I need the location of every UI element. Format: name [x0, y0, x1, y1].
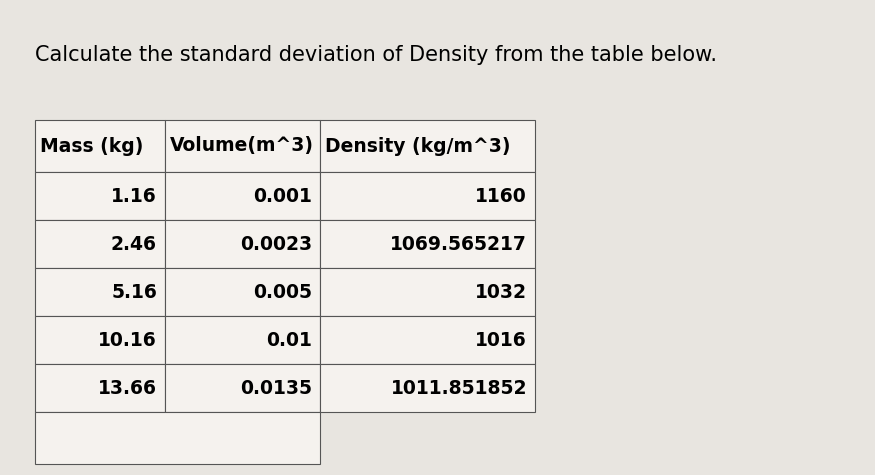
- Bar: [165, 120, 320, 172]
- Text: 1.16: 1.16: [111, 187, 157, 206]
- Text: 10.16: 10.16: [98, 331, 157, 350]
- Text: 1069.565217: 1069.565217: [390, 235, 527, 254]
- Bar: [320, 268, 535, 316]
- Bar: [35, 220, 165, 268]
- Text: 1032: 1032: [475, 283, 527, 302]
- Text: 0.0135: 0.0135: [240, 379, 312, 398]
- Bar: [35, 268, 165, 316]
- Bar: [35, 172, 165, 220]
- Text: 13.66: 13.66: [98, 379, 157, 398]
- Bar: [165, 316, 320, 364]
- Text: 5.16: 5.16: [111, 283, 157, 302]
- Text: Volume(m^3): Volume(m^3): [170, 136, 314, 155]
- Bar: [320, 220, 535, 268]
- Text: 2.46: 2.46: [111, 235, 157, 254]
- Bar: [35, 412, 320, 464]
- Bar: [165, 268, 320, 316]
- Bar: [165, 172, 320, 220]
- Bar: [35, 316, 165, 364]
- Text: 1160: 1160: [475, 187, 527, 206]
- Text: 1011.851852: 1011.851852: [390, 379, 527, 398]
- Text: 0.001: 0.001: [253, 187, 312, 206]
- Text: Density (kg/m^3): Density (kg/m^3): [325, 136, 510, 155]
- Text: 0.0023: 0.0023: [240, 235, 312, 254]
- Bar: [165, 364, 320, 412]
- Bar: [35, 364, 165, 412]
- Bar: [320, 364, 535, 412]
- Bar: [35, 120, 165, 172]
- Bar: [320, 172, 535, 220]
- Bar: [320, 316, 535, 364]
- Bar: [165, 220, 320, 268]
- Text: Mass (kg): Mass (kg): [40, 136, 144, 155]
- Text: Calculate the standard deviation of Density from the table below.: Calculate the standard deviation of Dens…: [35, 45, 717, 65]
- Text: 1016: 1016: [475, 331, 527, 350]
- Bar: [320, 120, 535, 172]
- Text: 0.01: 0.01: [266, 331, 312, 350]
- Text: 0.005: 0.005: [253, 283, 312, 302]
